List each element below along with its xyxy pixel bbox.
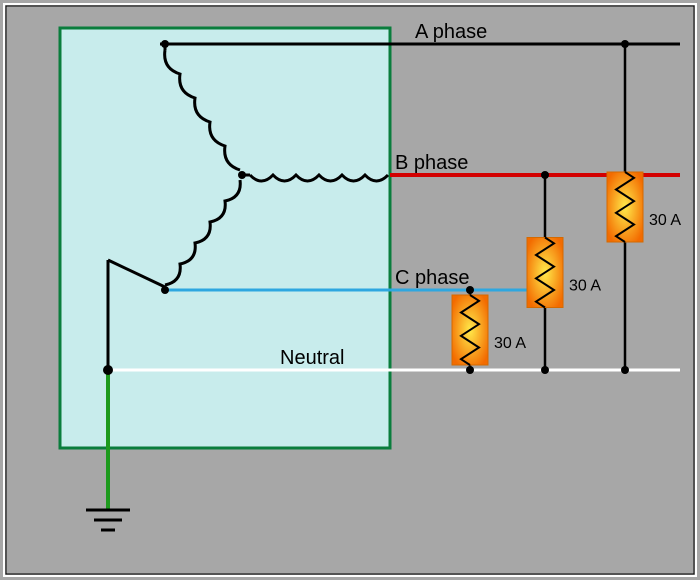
load-label: 30 A xyxy=(569,278,601,295)
label-b-phase: B phase xyxy=(395,152,468,174)
circuit-diagram: 30 A 30 A 30 A A phase B phase C phase Neutra… xyxy=(0,0,700,580)
load-label: 30 A xyxy=(494,335,526,352)
label-neutral: Neutral xyxy=(280,347,344,369)
label-c-phase: C phase xyxy=(395,267,470,289)
label-a-phase: A phase xyxy=(415,21,487,43)
load-label: 30 A xyxy=(649,212,681,229)
